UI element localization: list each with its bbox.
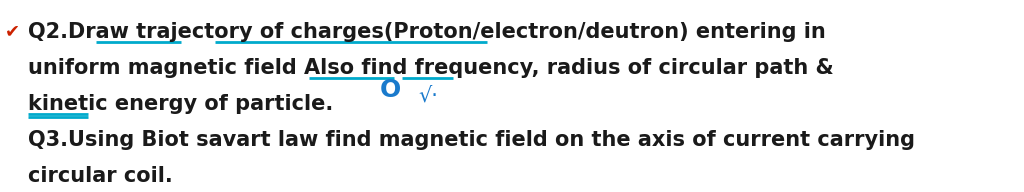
Text: O: O [380,78,401,102]
Text: ✔: ✔ [5,22,20,40]
Text: Q2.Draw trajectory of charges(Proton/electron/deutron) entering in: Q2.Draw trajectory of charges(Proton/ele… [28,22,825,42]
Text: kinetic energy of particle.: kinetic energy of particle. [28,94,333,114]
Text: Q3.Using Biot savart law find magnetic field on the axis of current carrying: Q3.Using Biot savart law find magnetic f… [28,130,915,150]
Text: circular coil.: circular coil. [28,166,173,186]
Text: uniform magnetic field Also find frequency, radius of circular path &: uniform magnetic field Also find frequen… [28,58,834,78]
Text: √·: √· [418,86,438,106]
